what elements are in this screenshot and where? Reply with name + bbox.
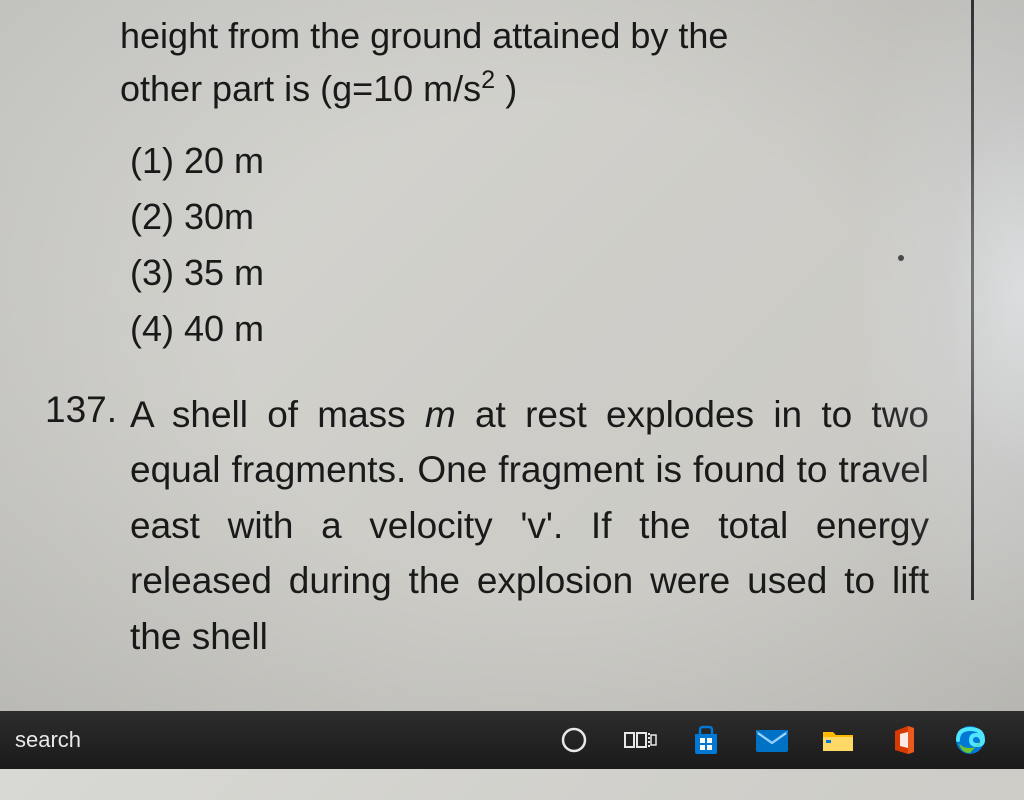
option-3: (3) 35 m [130,245,984,301]
question-number: 137. [45,387,130,431]
previous-question-fragment: height from the ground attained by the o… [120,10,984,115]
task-view-icon[interactable] [621,721,659,759]
taskbar-icons [555,721,989,759]
office-icon[interactable] [885,721,923,759]
dust-mark [898,255,904,261]
question-line-1: height from the ground attained by the [120,15,728,56]
search-input[interactable]: search [15,727,81,753]
question-text: A shell of mass m at rest explodes in to… [130,387,984,665]
answer-options: (1) 20 m (2) 30m (3) 35 m (4) 40 m [130,133,984,356]
document-content: height from the ground attained by the o… [0,0,1024,684]
question-137: 137. A shell of mass m at rest explodes … [45,387,984,665]
variable-m: m [425,394,456,435]
edge-icon[interactable] [951,721,989,759]
option-4: (4) 40 m [130,301,984,357]
option-2: (2) 30m [130,189,984,245]
cortana-icon[interactable] [555,721,593,759]
page-margin-line [971,0,974,600]
option-1: (1) 20 m [130,133,984,189]
exponent: 2 [481,66,495,94]
microsoft-store-icon[interactable] [687,721,725,759]
windows-taskbar[interactable]: search [0,711,1024,769]
question-line-2-post: ) [495,68,517,109]
question-line-2-pre: other part is (g=10 m/s [120,68,481,109]
mail-icon[interactable] [753,721,791,759]
file-explorer-icon[interactable] [819,721,857,759]
